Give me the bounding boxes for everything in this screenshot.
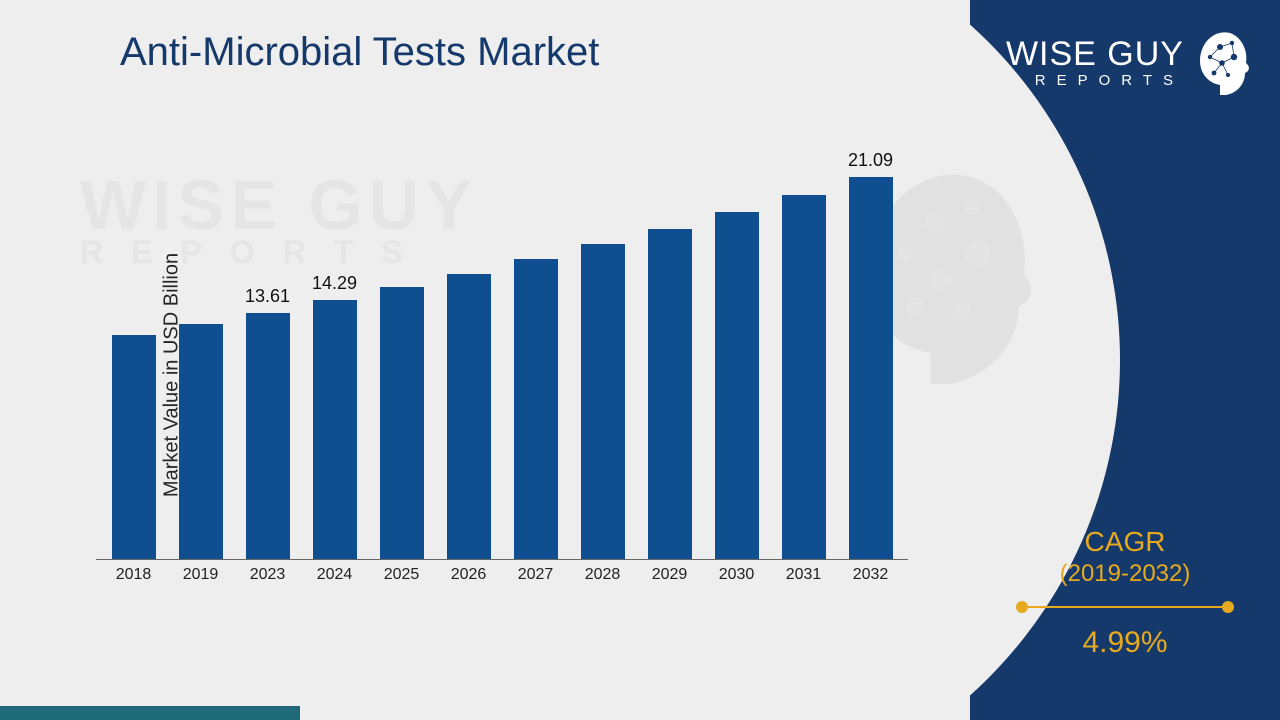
bar <box>112 335 156 560</box>
bar <box>648 229 692 560</box>
bar <box>246 313 290 560</box>
chart-title: Anti-Microbial Tests Market <box>120 30 599 75</box>
cagr-title: CAGR <box>1010 526 1240 558</box>
bar-wrap <box>167 324 234 560</box>
bar-chart: Market Value in USD Billion 13.6114.2921… <box>78 160 908 590</box>
page: WISE GUY REPORTS Anti-Microbial Tests Ma… <box>0 0 1280 720</box>
x-axis-label: 2028 <box>569 560 636 590</box>
brand-logo: WISE GUY REPORTS <box>990 24 1250 104</box>
x-axis-label: 2026 <box>435 560 502 590</box>
plot-area: 13.6114.2921.09 <box>96 160 908 560</box>
bar-wrap: 14.29 <box>301 300 368 560</box>
bar-wrap <box>100 335 167 560</box>
bar <box>179 324 223 560</box>
bar-wrap <box>636 229 703 560</box>
x-axis-label: 2027 <box>502 560 569 590</box>
bar-value-label: 21.09 <box>848 150 893 171</box>
bar <box>447 274 491 560</box>
bar-wrap <box>770 195 837 560</box>
x-axis-label: 2030 <box>703 560 770 590</box>
logo-sub-text: REPORTS <box>1006 72 1184 89</box>
cagr-range: (2019-2032) <box>1010 560 1240 588</box>
bar-wrap <box>368 287 435 560</box>
x-axis-label: 2024 <box>301 560 368 590</box>
bar <box>715 212 759 560</box>
x-axis-label: 2031 <box>770 560 837 590</box>
cagr-divider-line <box>1022 606 1228 608</box>
bar <box>313 300 357 560</box>
bar-value-label: 13.61 <box>245 286 290 307</box>
bar-wrap <box>703 212 770 560</box>
x-axis-label: 2019 <box>167 560 234 590</box>
cagr-block: CAGR (2019-2032) 4.99% <box>1010 526 1240 660</box>
bar <box>514 259 558 560</box>
logo-head-icon <box>1190 29 1250 99</box>
x-axis-label: 2018 <box>100 560 167 590</box>
x-axis-label: 2029 <box>636 560 703 590</box>
x-axis-labels: 2018201920232024202520262027202820292030… <box>96 560 908 590</box>
x-axis-label: 2032 <box>837 560 904 590</box>
bar-value-label: 14.29 <box>312 273 357 294</box>
bar <box>782 195 826 560</box>
bar-wrap <box>435 274 502 560</box>
bar <box>581 244 625 560</box>
bottom-accent-strip <box>0 706 300 720</box>
logo-main-text: WISE GUY <box>1006 39 1184 70</box>
x-axis-label: 2023 <box>234 560 301 590</box>
bar <box>380 287 424 560</box>
logo-text-block: WISE GUY REPORTS <box>1006 39 1184 89</box>
bar-wrap <box>569 244 636 560</box>
x-axis-label: 2025 <box>368 560 435 590</box>
bar-wrap: 21.09 <box>837 177 904 560</box>
bar-wrap <box>502 259 569 560</box>
bar-wrap: 13.61 <box>234 313 301 560</box>
bar <box>849 177 893 560</box>
cagr-value: 4.99% <box>1010 626 1240 660</box>
bars-container: 13.6114.2921.09 <box>96 160 908 560</box>
